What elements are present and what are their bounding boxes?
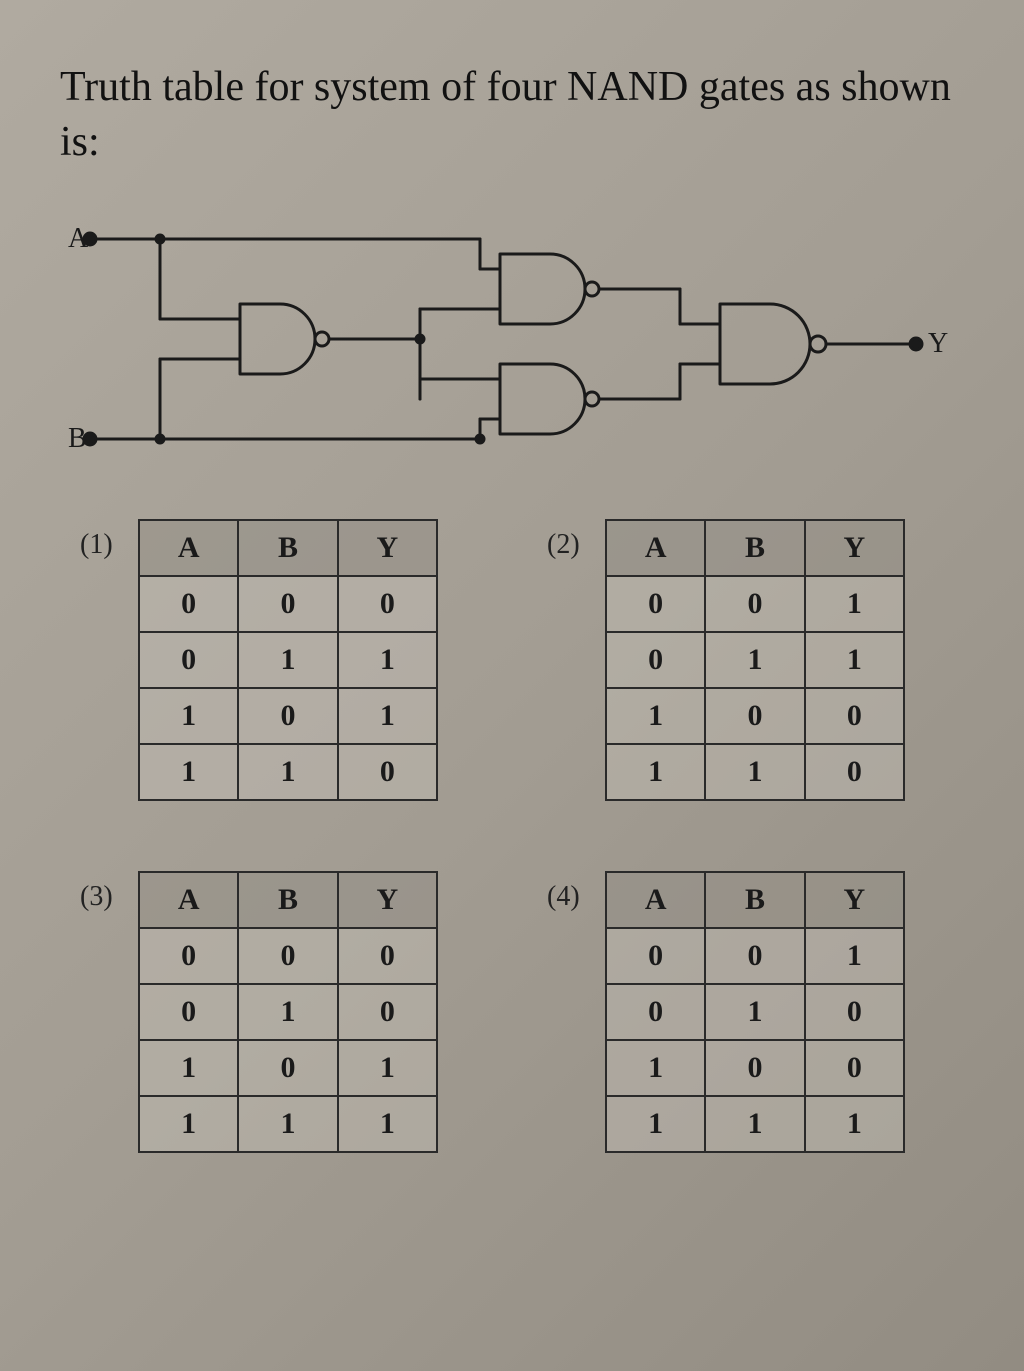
option-3: (3) A B Y 000 010 101 111	[80, 871, 467, 1153]
table-row: 001	[606, 576, 904, 632]
col-header: A	[139, 872, 238, 928]
table-row: 111	[139, 1096, 437, 1152]
col-header: B	[705, 520, 804, 576]
table-row: 010	[606, 984, 904, 1040]
table-row: 101	[139, 688, 437, 744]
col-header: Y	[338, 872, 437, 928]
table-row: 010	[139, 984, 437, 1040]
table-row: 110	[606, 744, 904, 800]
col-header: B	[238, 520, 337, 576]
table-row: 101	[139, 1040, 437, 1096]
label-a: A	[68, 223, 89, 254]
col-header: A	[139, 520, 238, 576]
col-header: Y	[805, 872, 904, 928]
options-grid: (1) A B Y 000 011 101 110 (2) A	[60, 519, 974, 1153]
option-number: (3)	[80, 871, 120, 913]
nand-circuit-svg: A B	[60, 209, 960, 469]
truth-table-4: A B Y 001 010 100 111	[605, 871, 905, 1153]
table-row: 011	[606, 632, 904, 688]
col-header: B	[238, 872, 337, 928]
label-y: Y	[928, 328, 948, 359]
col-header: B	[705, 872, 804, 928]
col-header: A	[606, 872, 705, 928]
truth-table-2: A B Y 001 011 100 110	[605, 519, 905, 801]
option-4: (4) A B Y 001 010 100 111	[547, 871, 934, 1153]
table-row: 110	[139, 744, 437, 800]
table-row: 001	[606, 928, 904, 984]
table-row: 100	[606, 688, 904, 744]
table-row: 000	[139, 928, 437, 984]
table-row: 000	[139, 576, 437, 632]
question-text: Truth table for system of four NAND gate…	[60, 60, 974, 169]
option-number: (1)	[80, 519, 120, 561]
truth-table-1: A B Y 000 011 101 110	[138, 519, 438, 801]
col-header: Y	[338, 520, 437, 576]
table-row: 100	[606, 1040, 904, 1096]
option-2: (2) A B Y 001 011 100 110	[547, 519, 934, 801]
circuit-diagram: A B	[60, 209, 960, 469]
col-header: Y	[805, 520, 904, 576]
option-number: (2)	[547, 519, 587, 561]
table-row: 011	[139, 632, 437, 688]
label-b: B	[68, 423, 87, 454]
page: Truth table for system of four NAND gate…	[0, 0, 1024, 1371]
option-1: (1) A B Y 000 011 101 110	[80, 519, 467, 801]
truth-table-3: A B Y 000 010 101 111	[138, 871, 438, 1153]
option-number: (4)	[547, 871, 587, 913]
table-row: 111	[606, 1096, 904, 1152]
col-header: A	[606, 520, 705, 576]
